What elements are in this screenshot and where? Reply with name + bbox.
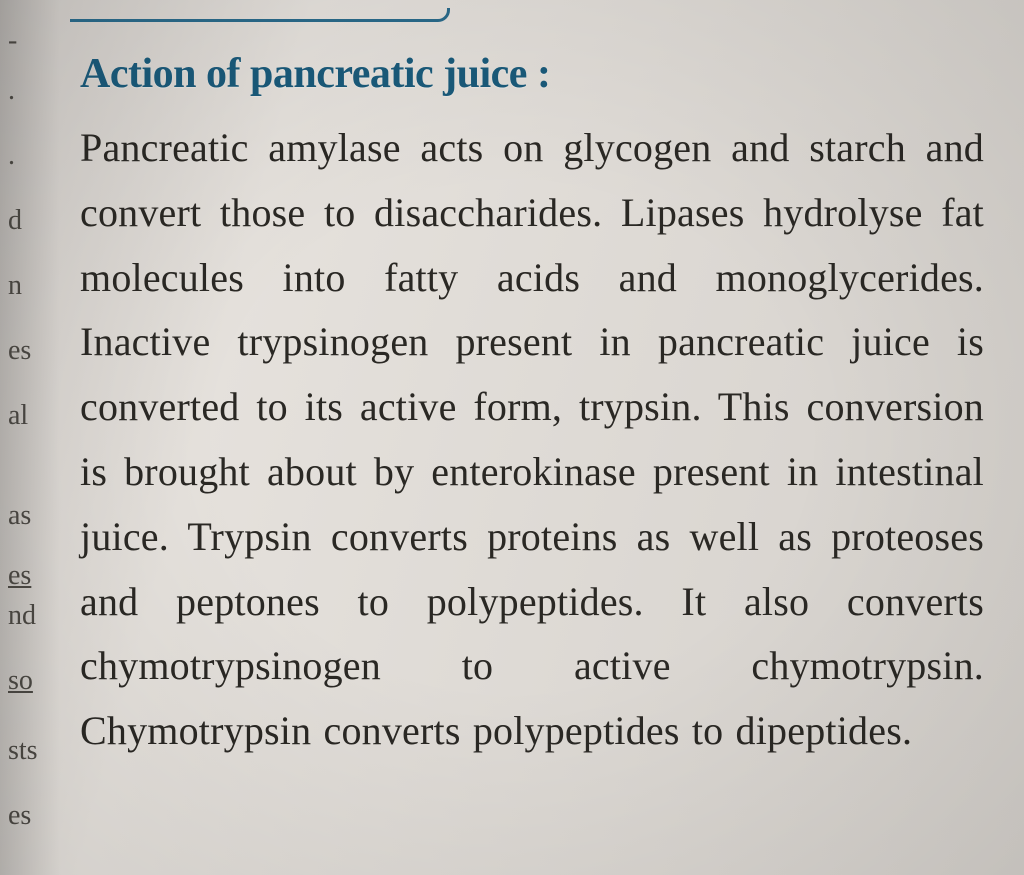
margin-mark: es (8, 560, 31, 592)
margin-mark: d (8, 205, 22, 237)
margin-mark: nd (8, 600, 36, 632)
margin-mark: . (8, 75, 15, 107)
margin-mark: es (8, 335, 31, 367)
margin-mark: so (8, 665, 33, 697)
margin-mark: . (8, 140, 15, 172)
margin-fragments: - . . d n es al as es nd so sts es (0, 0, 70, 875)
margin-mark: n (8, 270, 22, 302)
section-body: Pancreatic amylase acts on glycogen and … (80, 116, 984, 764)
margin-mark: al (8, 400, 28, 432)
section-heading: Action of pancreatic juice : (80, 50, 984, 98)
margin-mark: sts (8, 735, 38, 767)
textbook-page: - . . d n es al as es nd so sts es Actio… (0, 0, 1024, 875)
margin-mark: es (8, 800, 31, 832)
margin-mark: as (8, 500, 31, 532)
section-border (70, 8, 450, 22)
margin-mark: - (8, 25, 17, 57)
